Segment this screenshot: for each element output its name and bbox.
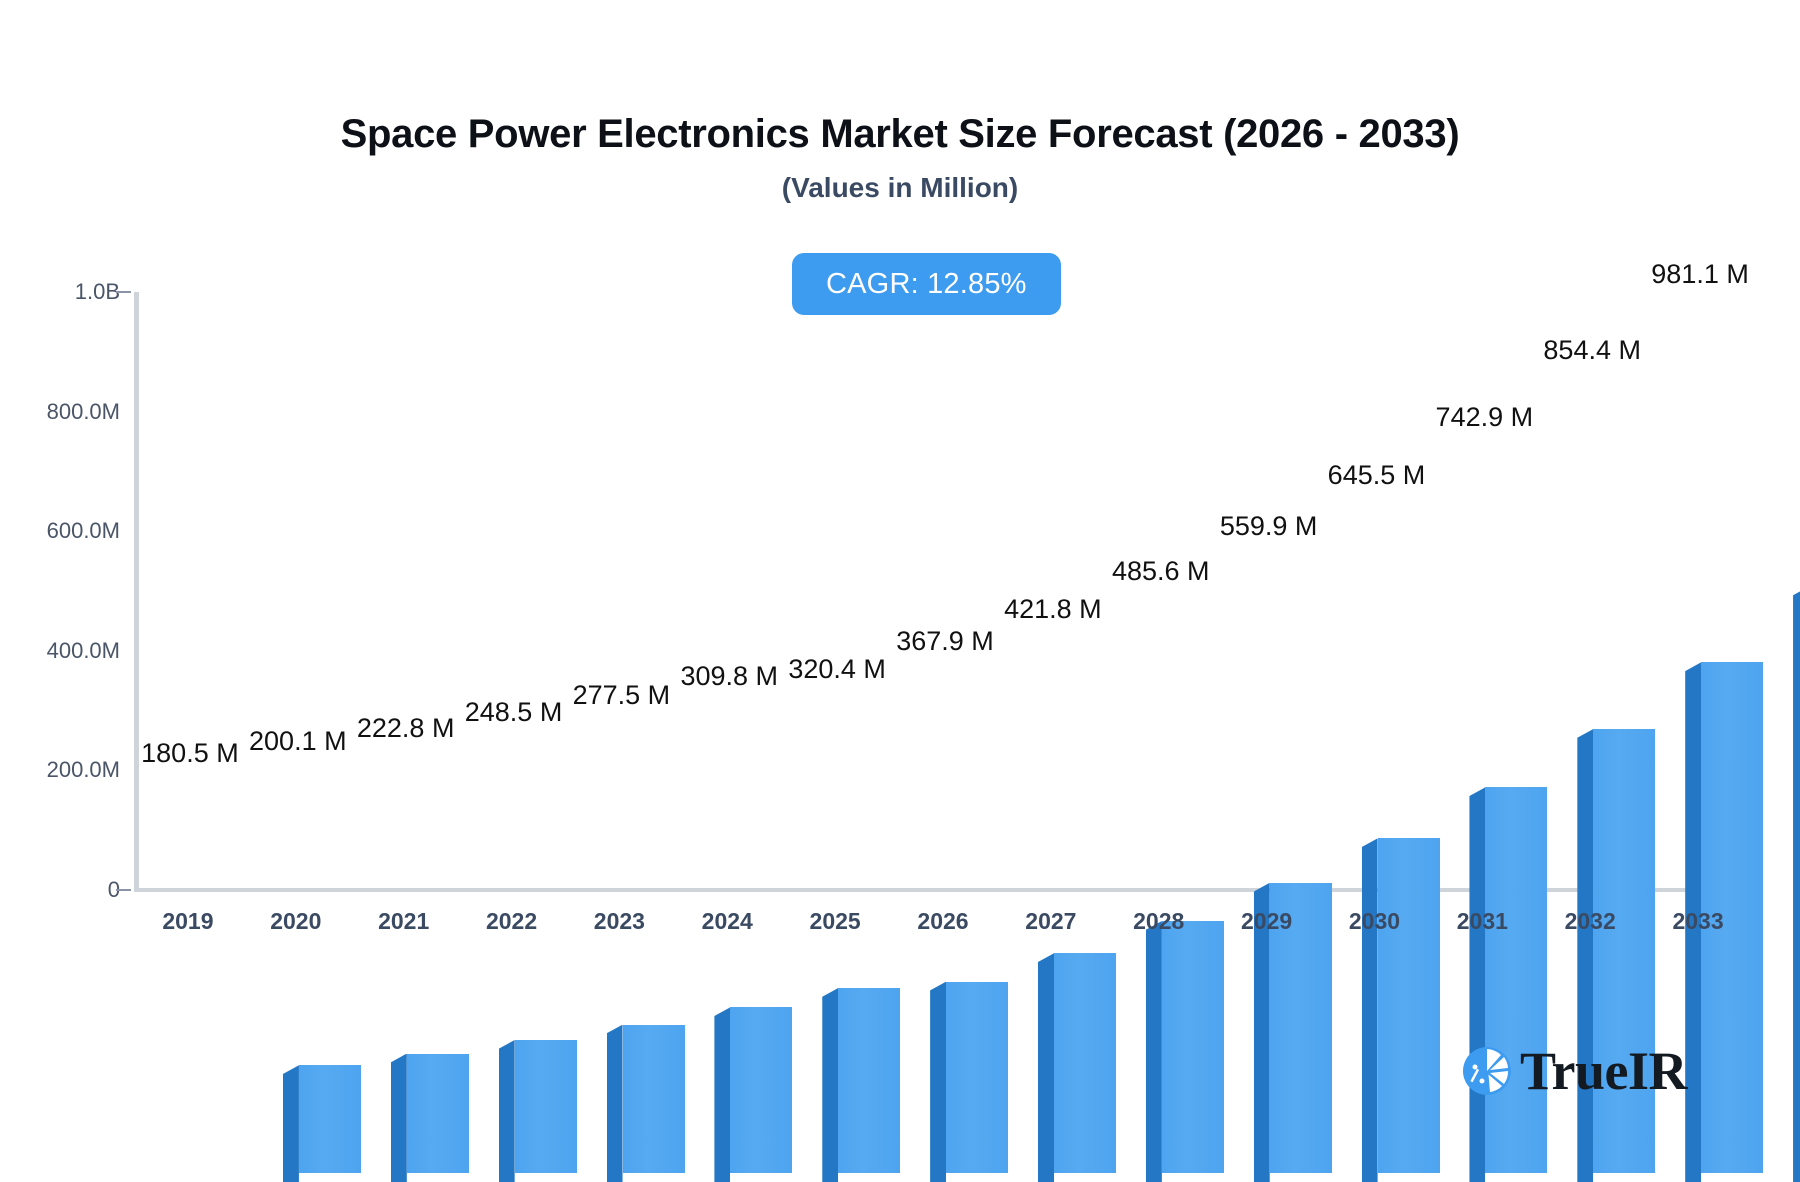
bar-side-face [1361, 838, 1378, 1182]
bar-front-face [298, 1065, 361, 1174]
bar-value-label: 981.1 M [1651, 259, 1749, 290]
chart-title: Space Power Electronics Market Size Fore… [340, 112, 1460, 156]
bar-value-label: 320.4 M [788, 654, 886, 685]
x-axis-label-2031: 2031 [1456, 908, 1508, 934]
bar-front-face [1485, 787, 1548, 1174]
bar-value-label: 248.5 M [464, 697, 563, 728]
x-axis-label-2021: 2021 [378, 908, 430, 934]
bar-side-face [1685, 662, 1702, 1182]
bar-2026[interactable] [1038, 953, 1116, 1182]
x-axis-label-2028: 2028 [1133, 908, 1185, 934]
bar-front-face [1161, 920, 1224, 1174]
bar-2022[interactable] [606, 1024, 685, 1182]
bar-2032[interactable] [1685, 662, 1764, 1182]
bar-value-label: 367.9 M [896, 625, 994, 656]
x-axis-label-2023: 2023 [593, 908, 645, 934]
bar-2027[interactable] [1145, 920, 1224, 1182]
bar-front-face [838, 987, 901, 1174]
bar-2023[interactable] [714, 1007, 793, 1182]
bar-2020[interactable] [390, 1053, 469, 1182]
bar-value-label: 180.5 M [141, 738, 239, 769]
bar-side-face [1145, 920, 1162, 1182]
bar-side-face [282, 1065, 299, 1182]
bar-value-label: 277.5 M [572, 680, 671, 711]
bar-value-label: 559.9 M [1219, 511, 1318, 542]
x-axis-label-2020: 2020 [270, 908, 322, 934]
bar-side-face [498, 1039, 515, 1182]
bar-front-face [1054, 953, 1116, 1174]
bar-value-label: 421.8 M [1004, 593, 1102, 624]
bar-side-face [1577, 728, 1594, 1182]
bar-side-face [1253, 882, 1270, 1182]
bar-side-face [1469, 787, 1486, 1182]
y-axis-ticks: 0 200.0M 400.0M 600.0M 800.0M 1.0B [0, 0, 131, 1156]
x-axis-label-2019: 2019 [162, 908, 214, 934]
x-axis-label-2033: 2033 [1672, 908, 1724, 934]
bar-side-face [930, 981, 947, 1182]
bar-side-face [714, 1007, 731, 1182]
bar-front-face [1593, 728, 1656, 1174]
x-axis-label-2030: 2030 [1348, 908, 1401, 934]
y-axis-tick-label: 0 [107, 877, 120, 902]
bar-side-face [606, 1024, 623, 1182]
bar-value-label: 742.9 M [1435, 401, 1534, 432]
bar-front-face [1701, 662, 1764, 1174]
chart-subtitle: (Values in Million) [781, 172, 1019, 203]
bar-front-face [514, 1039, 577, 1174]
bar-2019[interactable] [282, 1065, 361, 1182]
bar-front-face [730, 1007, 793, 1174]
bar-side-face [822, 987, 839, 1182]
bar-value-label: 309.8 M [680, 660, 779, 691]
bar-front-face [406, 1053, 469, 1174]
bar-value-label: 200.1 M [249, 726, 347, 757]
bar-2033[interactable] [1793, 586, 1800, 1182]
logo-wordmark: TrueIR [1520, 1041, 1688, 1101]
bar-side-face [1793, 586, 1800, 1182]
bar-front-face [1377, 838, 1440, 1174]
y-axis-tick-label: 400.0M [46, 637, 120, 663]
y-axis-tick-label: 600.0M [46, 518, 120, 544]
x-axis-label-2027: 2027 [1025, 908, 1077, 934]
x-axis-line [134, 888, 1752, 892]
y-axis-tick-label: 200.0M [46, 757, 120, 783]
x-axis-label-2024: 2024 [701, 908, 753, 934]
bar-side-face [1038, 953, 1054, 1182]
cagr-badge: CAGR: 12.85% [792, 253, 1061, 315]
x-axis-label-2022: 2022 [485, 908, 538, 934]
bar-2024[interactable] [822, 987, 901, 1182]
y-axis-line [134, 292, 139, 892]
bar-front-face [946, 981, 1009, 1174]
x-axis-label-2025: 2025 [809, 908, 861, 934]
y-axis-tick-label: 800.0M [46, 398, 120, 424]
y-axis-tick-mark [116, 889, 131, 891]
bar-front-face [1269, 882, 1332, 1174]
y-axis-tick-label: 1.0B [74, 279, 120, 304]
bar-value-label: 854.4 M [1543, 335, 1641, 366]
x-axis-label-2029: 2029 [1241, 908, 1293, 934]
x-axis-label-2032: 2032 [1564, 908, 1616, 934]
bar-2030[interactable] [1469, 787, 1548, 1182]
bar-2025[interactable] [930, 981, 1009, 1182]
pie-chart-percent-icon [1463, 1047, 1511, 1095]
bar-2031[interactable] [1577, 728, 1656, 1182]
bar-value-label: 485.6 M [1111, 555, 1210, 586]
bar-side-face [390, 1053, 407, 1182]
bar-2029[interactable] [1361, 838, 1440, 1182]
plot-area [134, 292, 1800, 1182]
bar-front-face [622, 1024, 685, 1174]
brand-logo: TrueIR [1462, 1041, 1688, 1101]
x-axis-label-2026: 2026 [917, 908, 969, 934]
y-axis-tick-mark [116, 291, 131, 293]
bar-2028[interactable] [1253, 882, 1332, 1182]
bar-2021[interactable] [498, 1039, 577, 1182]
bar-value-label: 222.8 M [356, 712, 455, 743]
bar-value-label: 645.5 M [1327, 459, 1426, 490]
